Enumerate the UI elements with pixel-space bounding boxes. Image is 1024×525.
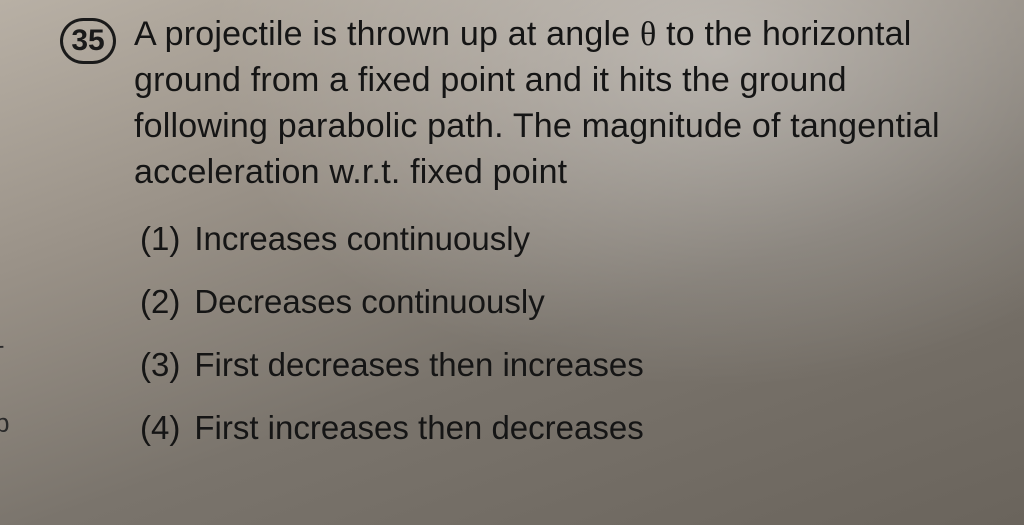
option-number: (3) [140,344,180,385]
option-1: (1) Increases continuously [140,218,984,259]
question-number: 35 [60,18,116,64]
question-stem: A projectile is thrown up at angle θ to … [134,12,984,196]
question-number-wrap: 35 [60,18,116,64]
edge-fragment: sp [0,408,10,440]
option-text: First increases then decreases [194,407,643,448]
question-block: 35 A projectile is thrown up at angle θ … [60,12,984,449]
option-3: (3) First decreases then increases [140,344,984,385]
stem-part-1: A projectile is thrown up at angle [134,15,640,53]
option-2: (2) Decreases continuously [140,281,984,322]
theta-symbol: θ [640,16,657,53]
edge-fragment: 1 [0,324,5,355]
option-text: First decreases then increases [194,344,643,385]
left-edge-fragments: lo 1 sp e [0,0,36,525]
option-text: Decreases continuously [194,281,544,322]
edge-fragment: e [0,466,1,497]
option-4: (4) First increases then decreases [140,407,984,448]
option-number: (4) [140,407,180,448]
option-text: Increases continuously [194,218,530,259]
options-list: (1) Increases continuously (2) Decreases… [134,218,984,449]
option-number: (2) [140,281,180,322]
option-number: (1) [140,218,180,259]
question-body: A projectile is thrown up at angle θ to … [134,12,984,449]
page-surface: lo 1 sp e 35 A projectile is thrown up a… [0,0,1024,525]
